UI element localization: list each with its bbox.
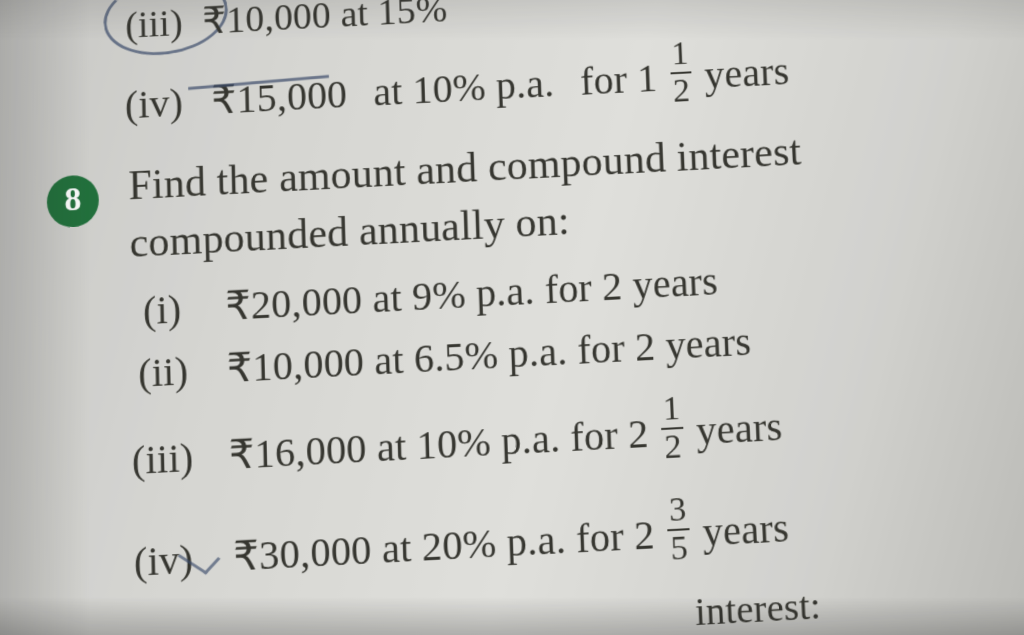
item-body: ₹10,000 at 6.5% p.a. for 2 years — [226, 319, 752, 392]
item-body: ₹20,000 at 9% p.a. for 2 years — [225, 258, 719, 329]
item-label: (iii) — [125, 3, 183, 47]
item-iii: (iii) ₹16,000 at 10% p.a. for 2 1 2 year… — [131, 386, 784, 493]
fraction: 1 2 — [660, 392, 684, 466]
item-iv: (iv) ₹30,000 at 20% p.a. for 2 3 5 years — [133, 487, 790, 595]
question-text-line1: Find the amount and compound interest — [128, 128, 802, 210]
fraction: 3 5 — [666, 493, 690, 567]
badge-number: 8 — [47, 180, 100, 220]
rate: at 10% p.a. — [373, 61, 555, 115]
question-number-badge: 8 — [47, 174, 100, 228]
next-question-fragment: interest: — [694, 584, 822, 635]
item-label: (iv) — [124, 80, 183, 127]
item-lead: ₹16,000 at 10% p.a. for 2 — [228, 411, 649, 479]
item-label: (iii) — [131, 432, 219, 484]
prev-item-iii: (iii) ₹10,000 at 15% — [125, 0, 448, 48]
duration-lead: for 1 — [579, 56, 658, 104]
item-tail: years — [702, 505, 790, 555]
item-text: ₹10,000 at 15% — [202, 0, 448, 43]
page-photo-surface: (iii) ₹10,000 at 15% (iv) ₹15,000 at 10%… — [0, 0, 1024, 635]
item-tail: years — [695, 404, 783, 454]
item-label: (i) — [143, 284, 216, 335]
page-content: (iii) ₹10,000 at 15% (iv) ₹15,000 at 10%… — [0, 0, 1024, 635]
duration-tail: years — [703, 49, 790, 98]
question-text-line2: compounded annually on: — [129, 197, 570, 268]
item-lead: ₹30,000 at 20% p.a. for 2 — [233, 512, 656, 580]
fraction: 1 2 — [669, 37, 693, 109]
item-label: (ii) — [138, 346, 217, 397]
